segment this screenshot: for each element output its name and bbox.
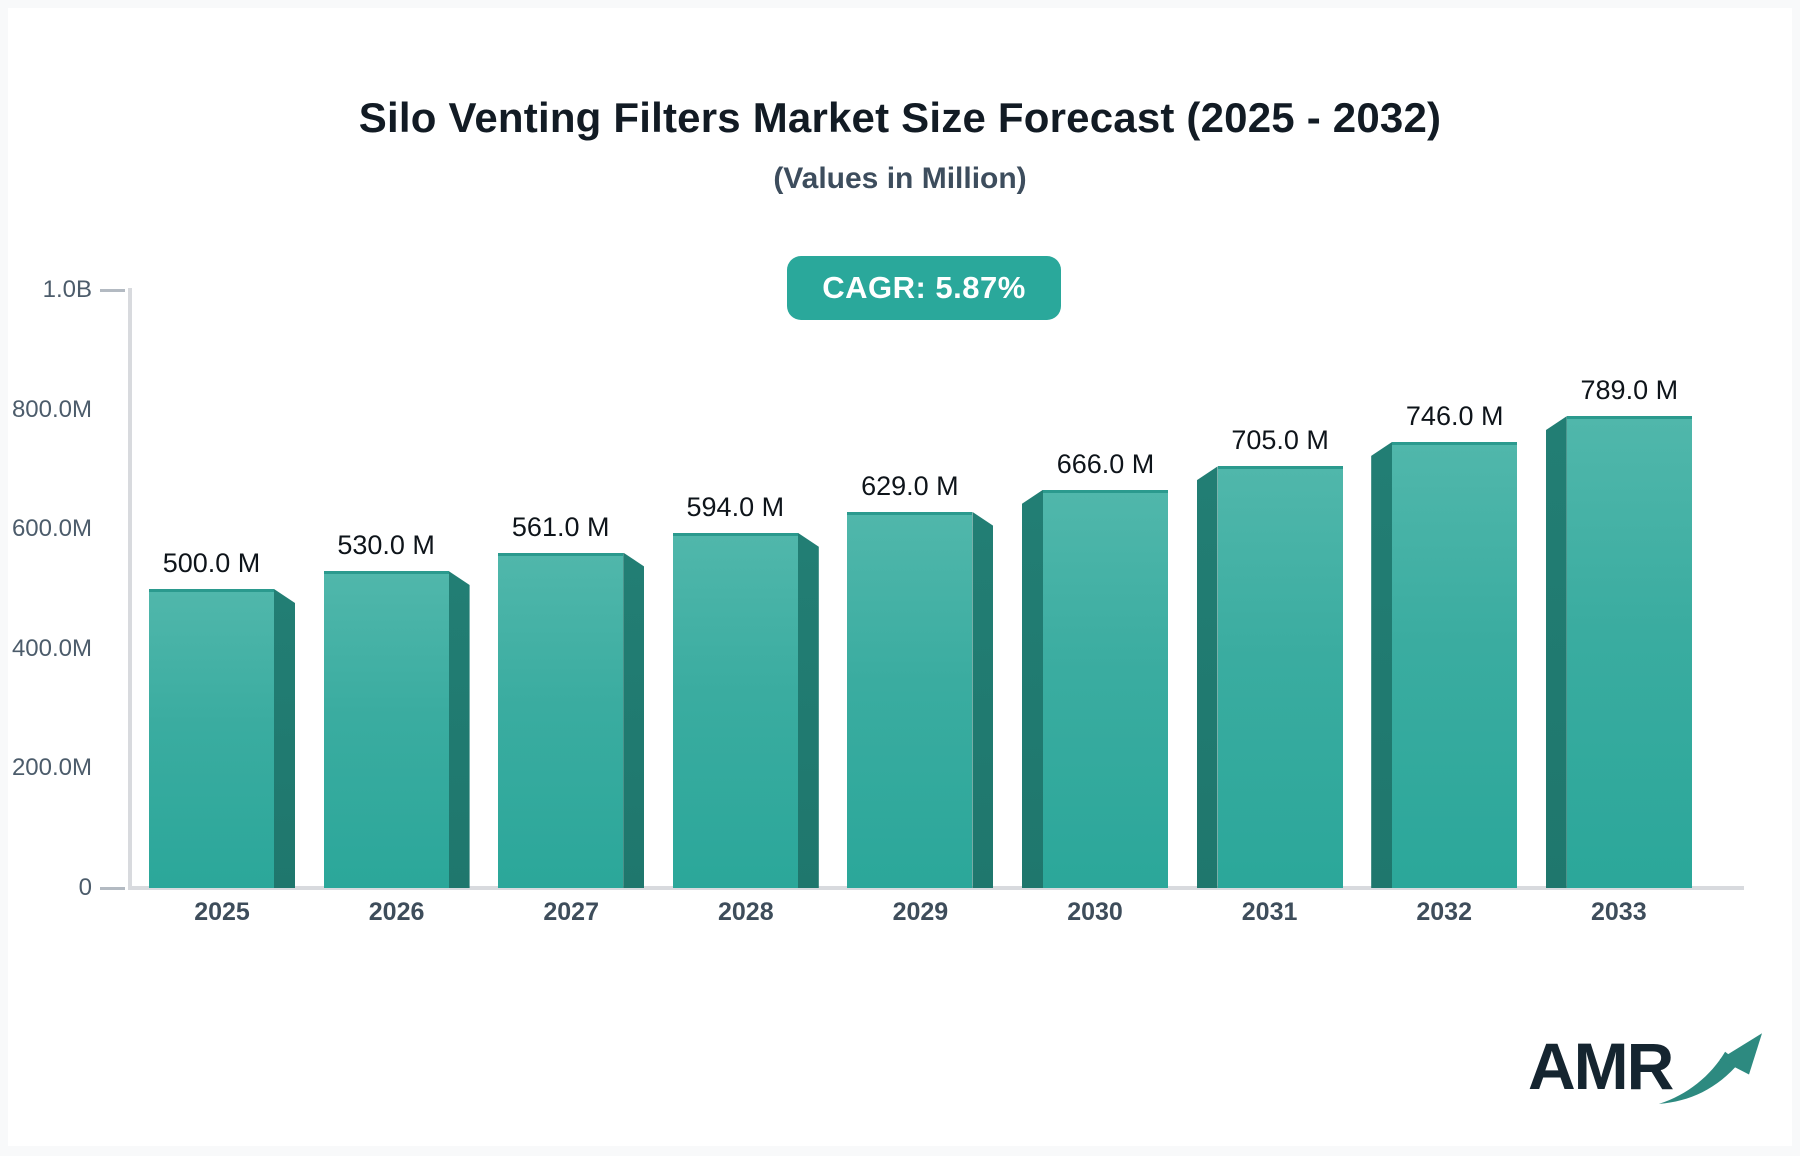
bar-2029[interactable] [847, 511, 973, 888]
bar-value-label: 530.0 M [337, 530, 435, 561]
cagr-badge: CAGR: 5.87% [787, 256, 1061, 320]
bar-2025[interactable] [149, 589, 274, 888]
y-axis-tick-label: 0 [78, 874, 92, 901]
x-axis-tick-label: 2025 [194, 898, 250, 926]
bar-2026[interactable] [323, 571, 449, 888]
bar-value-label: 594.0 M [686, 491, 785, 522]
bar-side-face-2030 [1022, 489, 1043, 888]
bar-2030[interactable] [1043, 489, 1168, 888]
bar-value-label: 789.0 M [1580, 375, 1679, 406]
bar-side-face-2028 [797, 532, 819, 888]
bar-value-label: 629.0 M [861, 470, 959, 501]
y-axis-line [128, 288, 132, 890]
chart-subtitle: (Values in Million) [773, 162, 1027, 195]
bar-2028[interactable] [672, 532, 798, 888]
amr-logo-text: AMR [1528, 1029, 1674, 1103]
bar-side-face-2033 [1545, 416, 1567, 888]
amr-logo: AMR [1528, 1028, 1763, 1118]
bar-2027[interactable] [498, 552, 624, 888]
bar-side-face-2031 [1196, 466, 1218, 888]
x-axis-tick-label: 2031 [1241, 898, 1298, 926]
bar-2033[interactable] [1566, 416, 1692, 888]
bar-side-face-2032 [1371, 441, 1393, 888]
x-axis-line [128, 886, 1744, 890]
y-axis-tick-label: 200.0M [11, 754, 92, 782]
x-axis-tick-label: 2026 [368, 898, 425, 926]
y-axis-tick-label: 800.0M [11, 395, 92, 423]
y-axis-tick-label: 1.0B [42, 276, 92, 303]
bar-2032[interactable] [1392, 441, 1518, 888]
x-axis-tick-label: 2030 [1067, 898, 1123, 926]
y-axis-tick-label: 600.0M [11, 515, 92, 543]
x-axis-tick-label: 2029 [892, 898, 949, 926]
y-axis-tick-mark [100, 886, 125, 890]
x-axis-tick-label: 2028 [717, 898, 774, 926]
y-axis-tick-mark [100, 288, 125, 292]
trend-up-arrow-icon [1658, 1033, 1763, 1104]
bar-value-label: 705.0 M [1231, 425, 1329, 456]
bar-value-label: 666.0 M [1056, 448, 1155, 479]
bar-value-label: 746.0 M [1405, 400, 1504, 431]
bar-value-label: 561.0 M [511, 511, 610, 542]
chart-title: Silo Venting Filters Market Size Forecas… [358, 94, 1442, 141]
x-axis-tick-label: 2033 [1590, 898, 1647, 926]
bar-side-face-2029 [972, 511, 994, 888]
y-axis-tick-label: 400.0M [11, 634, 92, 662]
bar-2031[interactable] [1217, 466, 1343, 888]
bar-value-label: 500.0 M [162, 548, 261, 578]
x-axis-tick-label: 2032 [1416, 898, 1472, 926]
bar-side-face-2025 [274, 589, 295, 888]
bar-side-face-2027 [623, 552, 645, 888]
bar-side-face-2026 [448, 571, 470, 888]
x-axis-tick-label: 2027 [543, 898, 599, 926]
